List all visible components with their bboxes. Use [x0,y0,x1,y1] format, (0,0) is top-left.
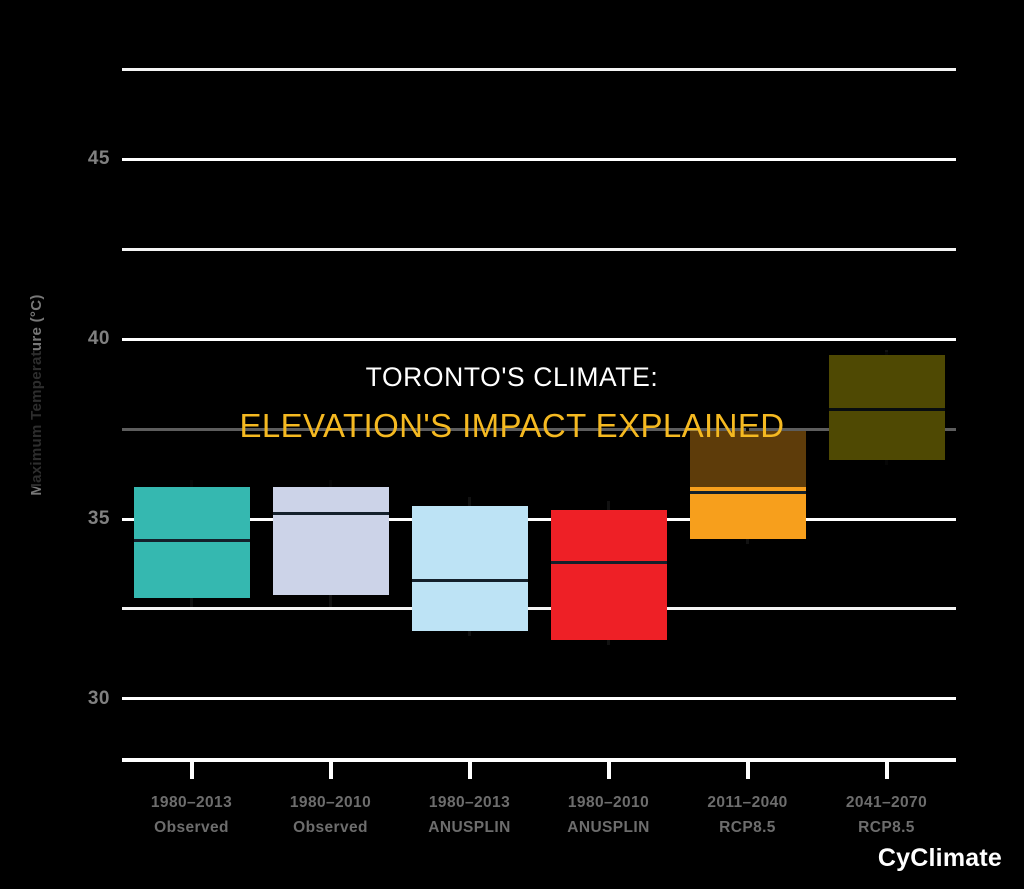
box-body [550,510,667,640]
whisker-lower [190,598,193,608]
x-tick-2 [328,762,333,779]
x-category-label-4-line-1: 1980–2010 [567,794,650,811]
x-category-label-5: 2011–2040 RCP8.5 [673,790,823,840]
whisker-upper [607,501,610,511]
y-tick-label-35: 35 [87,508,110,530]
median-line [133,539,250,543]
y-tick-label-30: 30 [87,687,110,709]
whisker-lower [607,639,610,645]
x-category-label-4: 1980–2010 ANUSPLIN [534,790,684,840]
x-category-label-1: 1980–2013 Observed [117,790,267,840]
gridline-45 [122,157,956,161]
gridline-30 [122,697,956,701]
overlay-title: TORONTO'S CLIMATE: ELEVATION'S IMPACT EX… [0,352,1024,450]
x-tick-1 [189,762,194,779]
box-plot-1 [133,30,250,760]
box-body [411,506,528,631]
box-plot-4 [550,30,667,760]
x-category-label-3-line-1: 1980–2013 [428,794,511,811]
gridline-40 [122,337,956,341]
y-tick-label-45: 45 [87,148,110,170]
x-category-label-6-line-2: RCP8.5 [858,819,915,836]
x-category-label-6: 2041–2070 RCP8.5 [812,790,962,840]
overlay-title-line-1: TORONTO'S CLIMATE: [365,362,659,392]
median-line [550,560,667,564]
y-tick-label-40: 40 [87,328,110,350]
x-category-label-5-line-1: 2011–2040 [707,794,788,811]
whisker-upper [468,497,471,507]
whisker-lower [746,538,749,545]
overlay-title-line-2: ELEVATION'S IMPACT EXPLAINED [239,407,785,444]
box-plot-2 [272,30,389,760]
gridline-35 [122,517,956,521]
x-tick-3 [467,762,472,779]
x-category-label-4-line-2: ANUSPLIN [567,819,650,836]
watermark-logo: CyClimate [877,844,1002,872]
x-tick-5 [745,762,750,779]
box-body [133,486,250,599]
x-category-label-6-line-1: 2041–2070 [845,794,928,811]
x-category-label-2-line-1: 1980–2010 [289,794,372,811]
x-category-label-2: 1980–2010 Observed [256,790,406,840]
box-plot-3 [411,30,528,760]
gridline-42.5 [122,247,956,251]
x-category-label-2-line-2: Observed [293,819,368,836]
x-category-label-3-line-2: ANUSPLIN [428,819,511,836]
whisker-lower [468,630,471,636]
gridline-32.5 [122,607,956,611]
x-category-label-5-line-2: RCP8.5 [719,819,776,836]
median-line [689,490,806,494]
title-overlay-scrim [0,352,1024,487]
median-line [272,512,389,516]
x-tick-4 [606,762,611,779]
box-body [272,486,389,595]
gridline-47.5 [122,68,956,72]
x-category-label-3: 1980–2013 ANUSPLIN [395,790,545,840]
median-line [411,578,528,582]
x-category-label-1-line-1: 1980–2013 [150,794,233,811]
x-category-label-1-line-2: Observed [154,819,229,836]
whisker-lower [329,594,332,608]
x-tick-6 [884,762,889,779]
x-axis-line [122,758,956,762]
